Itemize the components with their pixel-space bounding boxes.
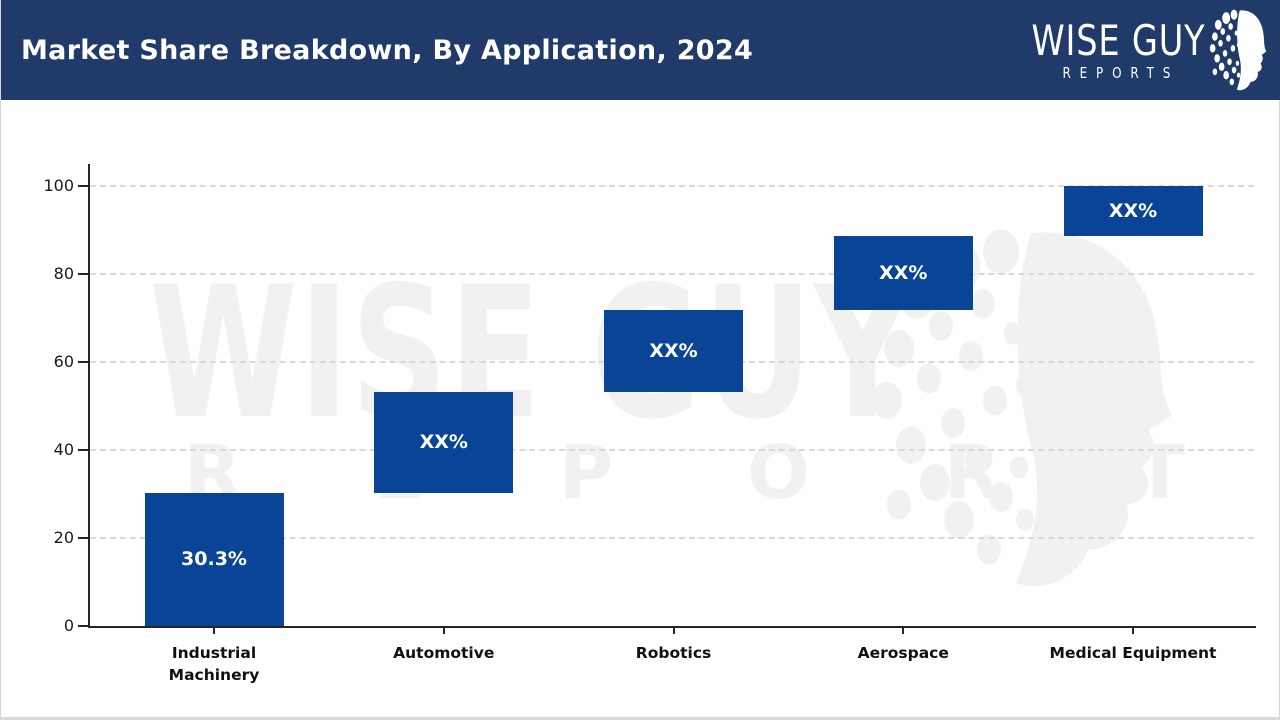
x-tick-5 [1132,626,1134,634]
y-tick-label-100: 100 [43,176,74,195]
x-category-label: Medical Equipment [1049,644,1217,662]
bar-value-label: 30.3% [181,548,247,571]
bar-value-label: XX% [879,261,928,284]
y-tick-label-40: 40 [53,440,74,459]
wiseguy-logo: WISE GUY REPORTS [988,8,1269,92]
x-tick-1 [213,626,215,634]
bar-segment-4: XX% [833,236,973,310]
chart-title: Market Share Breakdown, By Application, … [21,34,754,66]
y-gridline-40 [90,449,1254,451]
bar-segment-5: XX% [1063,186,1203,237]
y-tick-label-80: 80 [53,264,74,283]
bar-segment-3: XX% [604,309,743,392]
y-tick-label-0: 0 [63,616,74,635]
y-gridline-100 [90,185,1254,187]
y-tick-100 [78,185,88,187]
y-tick-0 [78,625,88,627]
y-tick-60 [78,361,88,363]
y-gridline-80 [90,273,1254,275]
plot-area: 0 20 40 60 80 100 30.3% Industrial Machinery XX%… [43,164,1256,684]
bar-segment-2: XX% [374,391,514,493]
logo-wordmark: WISE GUY REPORTS [1031,15,1205,82]
bar-segment-1: 30.3% [144,492,284,626]
x-category-label: Industrial Machinery [168,644,260,685]
x-tick-4 [902,626,905,634]
y-tick-label-20: 20 [53,528,74,547]
y-gridline-20 [90,537,1254,539]
y-tick-20 [78,537,88,539]
x-category-label: Robotics [635,644,712,662]
bar-value-label: XX% [1108,200,1158,223]
x-category-label: Aerospace [857,644,949,662]
bar-value-label: XX% [419,431,468,454]
x-tick-2 [442,626,445,634]
bar-value-label: XX% [649,339,698,362]
logo-line2: REPORTS [1062,63,1179,82]
y-tick-label-60: 60 [53,352,74,371]
header-bar: Market Share Breakdown, By Application, … [1,0,1280,100]
y-tick-40 [78,449,88,451]
logo-line1: WISE GUY [1031,15,1205,65]
x-category-label: Automotive [393,644,495,662]
x-tick-3 [672,626,675,634]
logo-head-icon [1209,9,1267,91]
y-tick-80 [78,273,88,275]
